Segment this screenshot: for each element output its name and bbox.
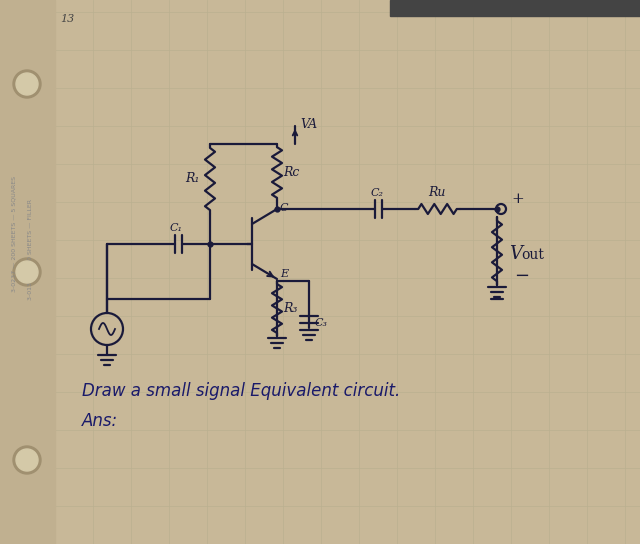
Text: C₃: C₃	[315, 318, 328, 328]
Text: out: out	[521, 248, 544, 262]
Bar	[0, 0, 55, 544]
Circle shape	[16, 73, 38, 95]
Text: 13: 13	[60, 14, 74, 24]
Text: V: V	[509, 245, 522, 263]
Text: C: C	[280, 203, 289, 213]
Text: 3-0137 — 200 SHEETS — FILLER: 3-0137 — 200 SHEETS — FILLER	[28, 199, 33, 300]
Circle shape	[13, 258, 41, 286]
Circle shape	[16, 449, 38, 471]
Bar	[390, 0, 640, 16]
Text: 3-0237 — 200 SHEETS — 5 SQUARES: 3-0237 — 200 SHEETS — 5 SQUARES	[12, 176, 17, 292]
Text: Rc: Rc	[283, 165, 300, 178]
Text: R₁: R₁	[185, 172, 199, 186]
Text: Ans:: Ans:	[82, 412, 118, 430]
Text: E: E	[280, 269, 288, 279]
Text: −: −	[514, 267, 529, 285]
Text: Ru: Ru	[428, 186, 445, 199]
Text: Draw a small signal Equivalent circuit.: Draw a small signal Equivalent circuit.	[82, 382, 400, 400]
Text: R₃: R₃	[283, 302, 298, 316]
Text: VA: VA	[300, 118, 317, 131]
Circle shape	[13, 70, 41, 98]
Circle shape	[16, 261, 38, 283]
Text: +: +	[511, 192, 524, 206]
Circle shape	[13, 446, 41, 474]
Text: C₂: C₂	[371, 188, 383, 198]
Text: C₁: C₁	[170, 223, 182, 233]
